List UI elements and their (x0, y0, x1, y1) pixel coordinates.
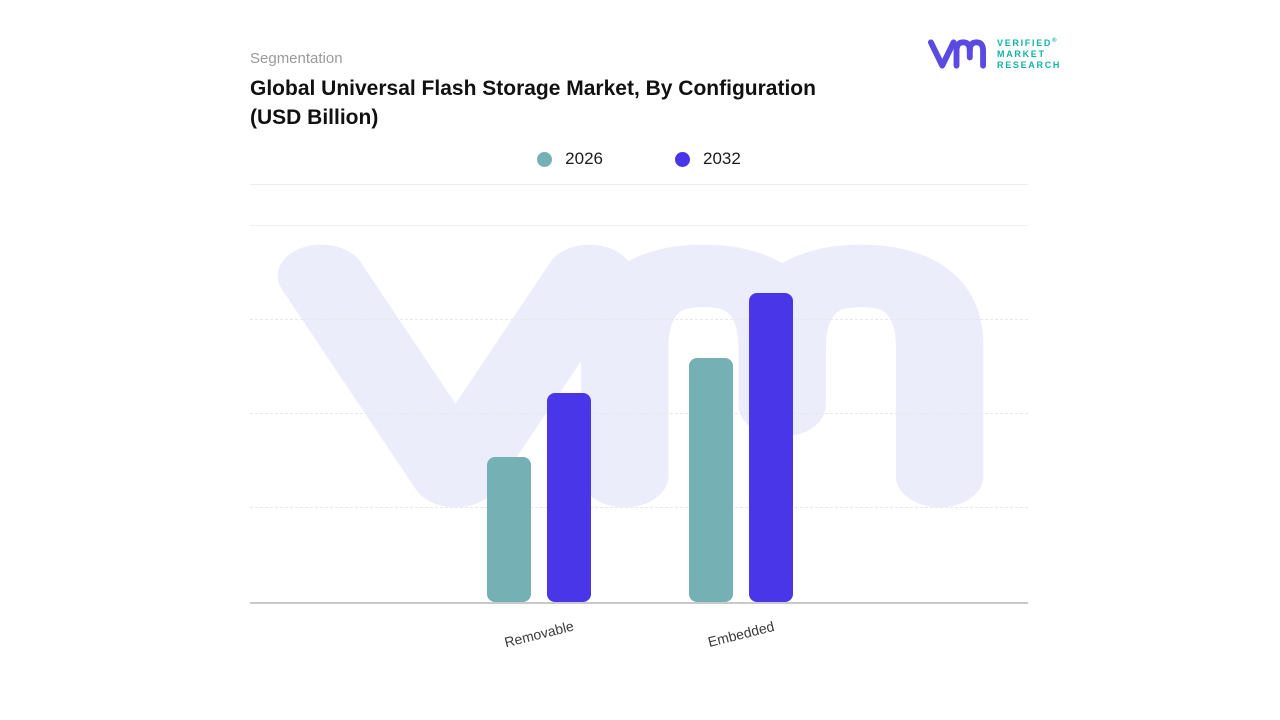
bar-group-removable (487, 226, 591, 602)
legend-item-2032: 2032 (675, 149, 741, 169)
category-label-removable: Removable (502, 617, 576, 651)
registered-mark: ® (1052, 38, 1057, 44)
legend-item-2026: 2026 (537, 149, 603, 169)
vmr-logo-line3: RESEARCH (997, 60, 1062, 70)
vmr-logo-line2: MARKET (997, 49, 1046, 59)
category-label-embedded: Embedded (706, 618, 776, 650)
vmr-logo-mark-icon (926, 37, 988, 71)
chart-title: Global Universal Flash Storage Market, B… (250, 74, 816, 132)
bar-2032-embedded (749, 293, 793, 602)
legend-dot-2032 (675, 151, 690, 167)
legend-separator (250, 184, 1028, 185)
gridline-25 (250, 507, 1028, 508)
legend-label-2026: 2026 (565, 149, 603, 168)
legend-label-2032: 2032 (703, 149, 741, 168)
bar-2026-embedded (689, 357, 733, 602)
vmr-logo: VERIFIED® MARKET RESEARCH (926, 36, 1061, 71)
plot-area: Removable Embedded (250, 225, 1028, 650)
gridline-50 (250, 413, 1028, 414)
vmr-watermark-icon (263, 230, 998, 527)
legend-dot-2026 (537, 151, 553, 167)
gridline-75 (250, 319, 1028, 320)
chart-title-line2: (USD Billion) (250, 106, 379, 129)
bar-2026-removable (487, 457, 531, 602)
bar-group-embedded (689, 226, 793, 602)
vmr-logo-line1: VERIFIED (997, 38, 1053, 48)
bar-2032-removable (547, 392, 591, 602)
segmentation-eyebrow: Segmentation (250, 50, 343, 67)
chart-title-line1: Global Universal Flash Storage Market, B… (250, 77, 816, 100)
vmr-logo-text: VERIFIED® MARKET RESEARCH (997, 36, 1061, 71)
legend: 2026 2032 (250, 149, 1028, 169)
